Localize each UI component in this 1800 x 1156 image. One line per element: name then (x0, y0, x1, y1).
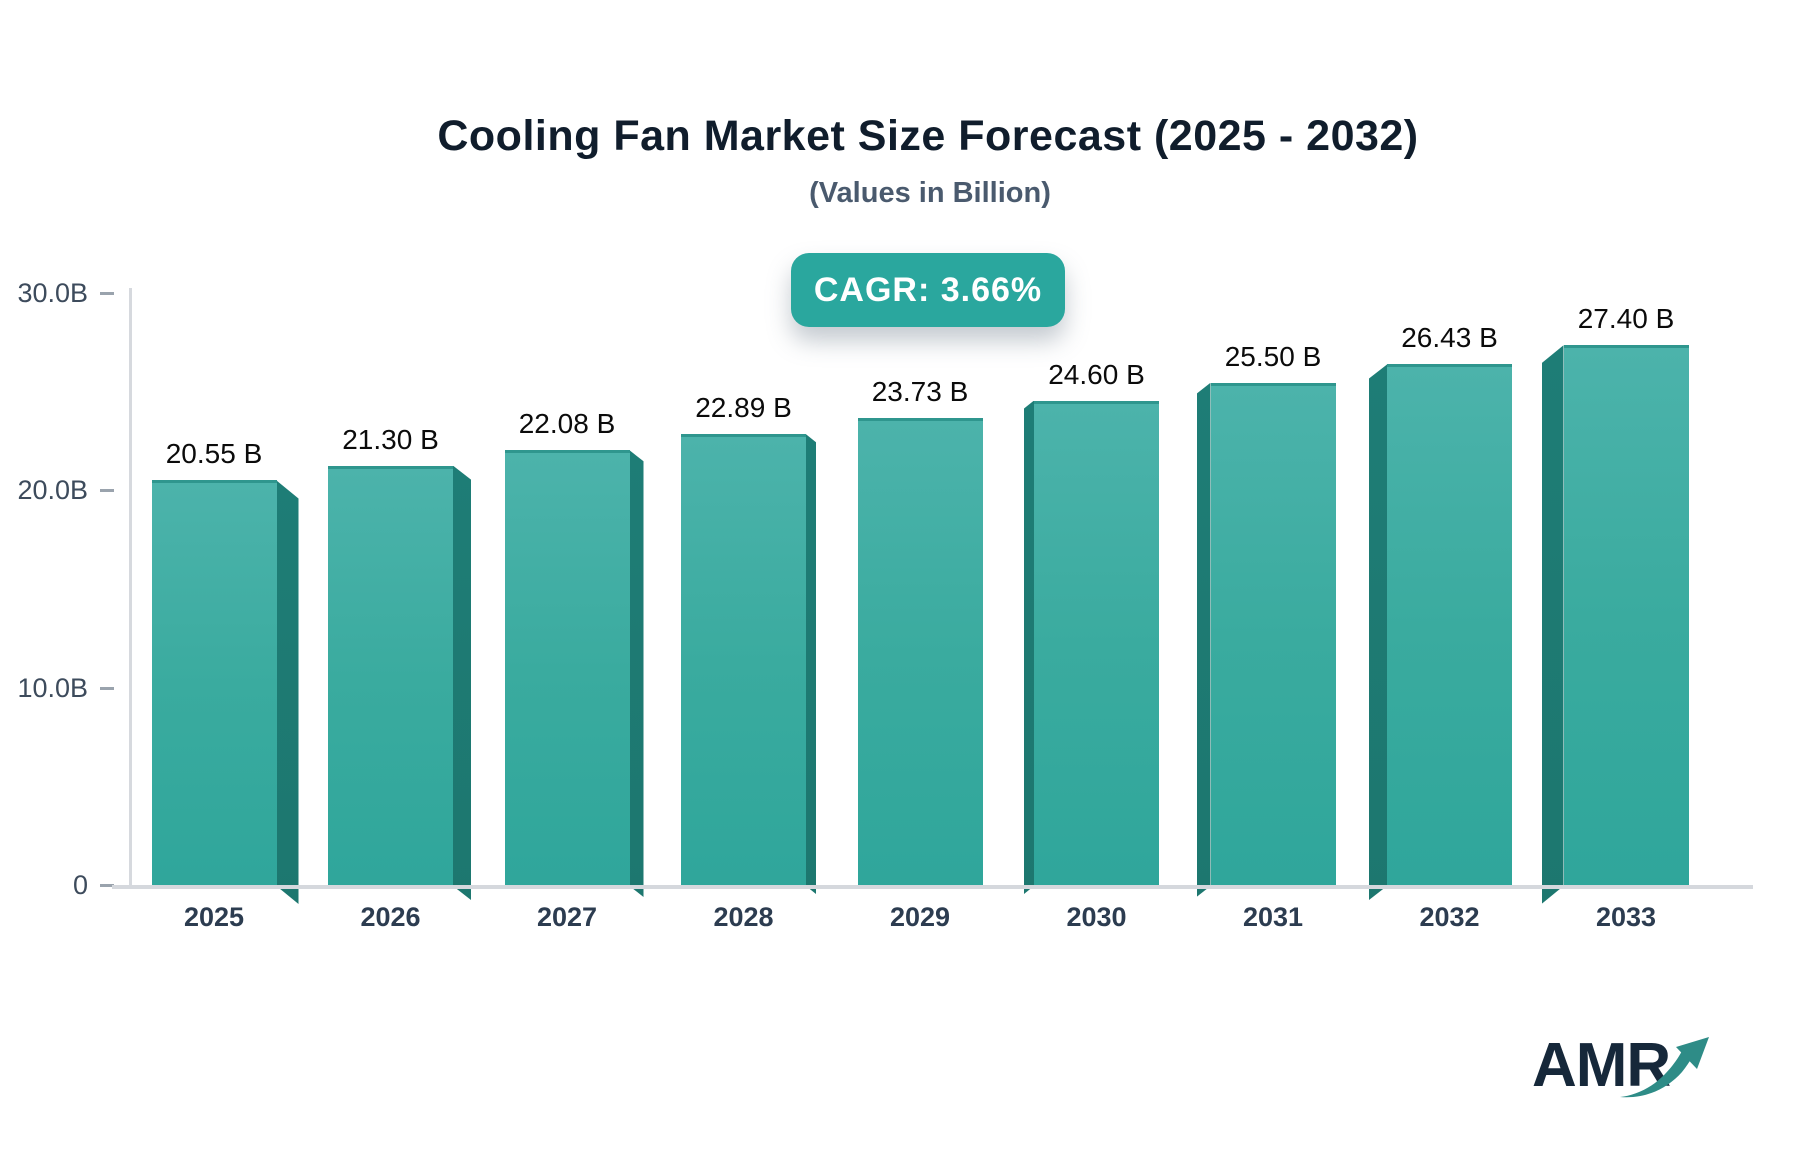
bar-3d-side (276, 480, 299, 904)
y-tick-label: 20.0B (17, 475, 88, 506)
bar-2032 (1387, 364, 1512, 889)
bar-2028 (681, 434, 806, 889)
bar-3d-side (1369, 364, 1387, 900)
bar-2030 (1034, 400, 1159, 889)
x-axis-label-2029: 2029 (889, 902, 951, 932)
y-tick-label: 10.0B (17, 672, 88, 703)
chart-title: Cooling Fan Market Size Forecast (2025 -… (437, 112, 1419, 160)
bar-3d-side (1196, 382, 1211, 897)
x-axis-label-2026: 2026 (360, 902, 421, 932)
bar-value-label: 23.73 B (871, 375, 969, 407)
bar-value-label: 20.55 B (165, 438, 263, 470)
bar-2026 (328, 465, 453, 889)
bar-2027 (504, 450, 630, 889)
bar-value-label: 26.43 B (1401, 322, 1498, 354)
y-tick-mark (100, 489, 114, 493)
cagr-badge: CAGR: 3.66% (791, 253, 1065, 327)
x-axis-label-2032: 2032 (1419, 902, 1480, 932)
bar-2025 (151, 480, 277, 889)
bar-3d-side (1541, 345, 1564, 904)
bar-value-label: 22.89 B (695, 392, 792, 424)
bar-3d-side (806, 434, 816, 894)
x-axis-label-2025: 2025 (183, 902, 245, 932)
bar-value-label: 21.30 B (342, 423, 439, 455)
x-axis-label-2028: 2028 (713, 902, 774, 932)
y-tick-mark (100, 884, 114, 887)
x-axis-line (112, 885, 1753, 889)
x-axis-label-2030: 2030 (1066, 902, 1127, 932)
x-axis-label-2031: 2031 (1242, 902, 1304, 932)
amr-logo: AMR (1532, 1030, 1722, 1114)
bar-value-label: 22.08 B (518, 408, 616, 440)
y-tick-mark (100, 292, 114, 295)
y-tick-mark (100, 686, 114, 690)
x-axis-label-2027: 2027 (536, 902, 598, 932)
x-axis-label-2033: 2033 (1595, 902, 1657, 932)
bar-3d-side (453, 465, 471, 900)
bar-3d-side (629, 450, 644, 897)
bar-2033 (1563, 345, 1689, 889)
bar-value-label: 25.50 B (1224, 340, 1322, 372)
bar-3d-side (1024, 400, 1034, 894)
growth-arrow-icon (1620, 1037, 1709, 1098)
y-tick-label: 30.0B (17, 278, 88, 308)
y-tick-label: 0 (72, 870, 88, 900)
y-axis-line (129, 288, 132, 889)
bar-2029 (857, 417, 983, 889)
bar-value-label: 24.60 B (1048, 358, 1145, 390)
bar-2031 (1210, 382, 1336, 889)
chart-subtitle: (Values in Billion) (809, 177, 1051, 209)
bar-value-label: 27.40 B (1577, 303, 1675, 335)
